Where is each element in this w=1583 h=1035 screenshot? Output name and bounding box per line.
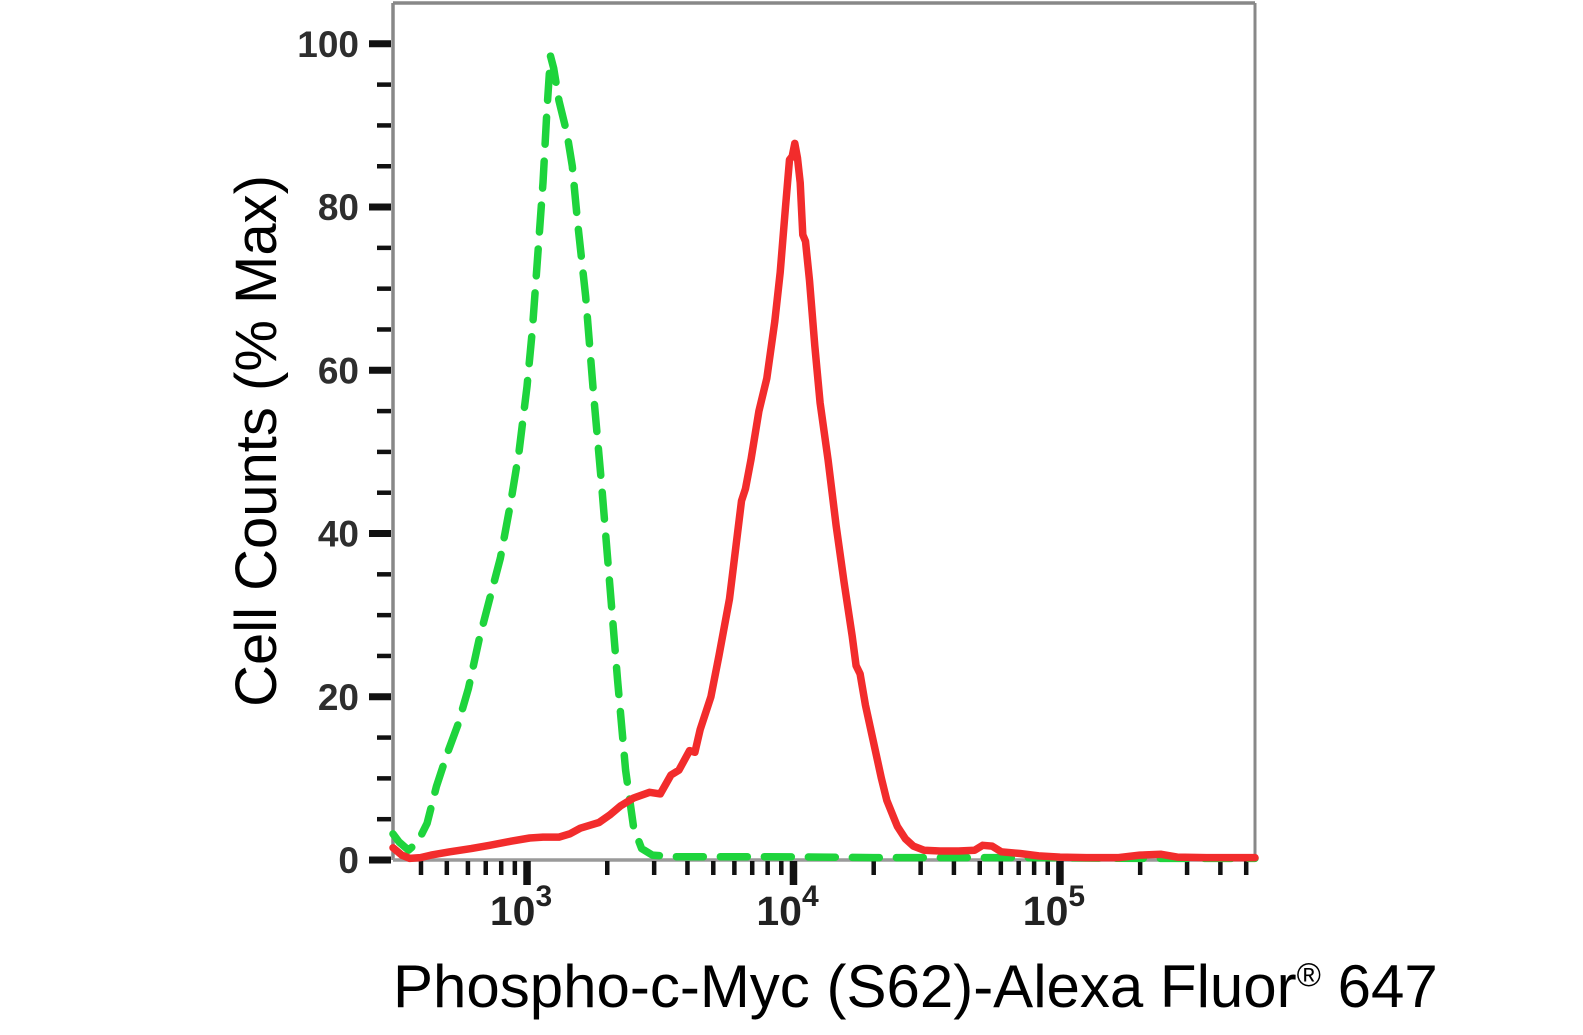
y-tick-label: 40 bbox=[318, 514, 359, 555]
x-tick-label: 104 bbox=[756, 880, 819, 934]
y-tick-label: 80 bbox=[318, 187, 359, 228]
y-tick-label: 0 bbox=[338, 840, 359, 881]
series-green-dashed-histogram bbox=[389, 52, 1259, 863]
y-tick-label: 100 bbox=[297, 24, 359, 65]
x-axis-label: Phospho-c-Myc (S62)-Alexa Fluor® 647 bbox=[393, 952, 1438, 1022]
registered-trademark-icon: ® bbox=[1296, 956, 1321, 993]
x-axis-label-suffix: 647 bbox=[1320, 953, 1438, 1020]
x-tick-label: 105 bbox=[1023, 880, 1085, 934]
y-tick-label: 60 bbox=[318, 350, 359, 391]
series-red-solid-histogram bbox=[389, 139, 1259, 863]
x-axis-label-main: Phospho-c-Myc (S62)-Alexa Fluor bbox=[393, 953, 1297, 1020]
y-axis-label: Cell Counts (% Max) bbox=[224, 175, 289, 707]
y-tick-label: 20 bbox=[318, 677, 359, 718]
x-tick-label: 103 bbox=[490, 880, 552, 934]
